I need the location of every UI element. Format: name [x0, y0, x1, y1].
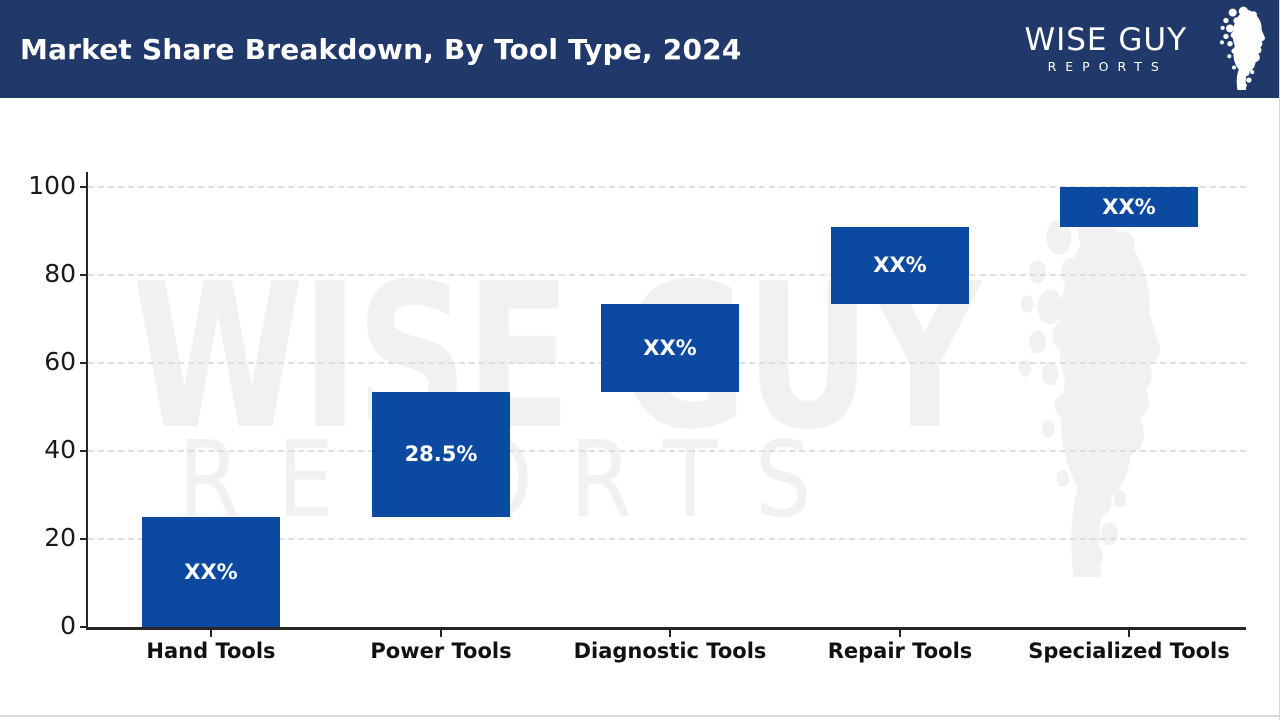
y-axis-tick-mark	[80, 538, 88, 540]
wise-guy-face-icon	[1219, 6, 1265, 91]
bar-value-label: XX%	[873, 253, 927, 278]
x-axis-tick-mark	[210, 629, 212, 637]
y-axis-tick-mark	[80, 626, 88, 628]
y-axis-tick-label: 40	[44, 435, 76, 464]
x-axis-category-label: Hand Tools	[146, 639, 276, 663]
x-axis-tick-mark	[440, 629, 442, 637]
bar-value-label: 28.5%	[404, 442, 478, 467]
x-axis-category-label: Specialized Tools	[1028, 639, 1230, 663]
bar-hand-tools: XX%	[142, 517, 280, 627]
logo-brand-name: WISE GUY	[1024, 21, 1187, 58]
y-axis-tick-mark	[80, 450, 88, 452]
bar-value-label: XX%	[1102, 194, 1156, 219]
bar-value-label: XX%	[643, 335, 697, 360]
bottom-divider	[0, 715, 1279, 717]
bar-power-tools: 28.5%	[372, 391, 510, 517]
y-axis-tick-label: 100	[28, 171, 76, 200]
x-axis-tick-mark	[1128, 629, 1130, 637]
x-axis-tick-mark	[669, 629, 671, 637]
y-axis-tick-label: 0	[60, 611, 76, 640]
header-bar: Market Share Breakdown, By Tool Type, 20…	[0, 0, 1279, 98]
logo-text: WISE GUY REPORTS	[1024, 21, 1187, 74]
y-axis-tick-label: 20	[44, 523, 76, 552]
x-axis	[86, 627, 1246, 630]
x-axis-category-label: Repair Tools	[827, 639, 973, 663]
x-axis-category-label: Diagnostic Tools	[573, 639, 767, 663]
watermark-face-icon	[1018, 210, 1160, 578]
gridline	[88, 450, 1246, 452]
y-axis-tick-mark	[80, 362, 88, 364]
y-axis-tick-label: 80	[44, 259, 76, 288]
gridline	[88, 274, 1246, 276]
page-title: Market Share Breakdown, By Tool Type, 20…	[20, 32, 742, 66]
x-axis-category-label: Power Tools	[370, 639, 512, 663]
bar-diagnostic-tools: XX%	[601, 303, 739, 392]
logo-brand-subtitle: REPORTS	[1047, 58, 1168, 74]
gridline	[88, 186, 1246, 188]
bar-value-label: XX%	[184, 560, 238, 584]
y-axis	[86, 172, 88, 629]
wise-guy-logo: WISE GUY REPORTS	[1024, 6, 1265, 92]
y-axis-tick-mark	[80, 186, 88, 188]
bar-repair-tools: XX%	[831, 226, 969, 304]
y-axis-tick-mark	[80, 274, 88, 276]
y-axis-tick-label: 60	[44, 347, 76, 376]
bar-specialized-tools: XX%	[1060, 187, 1198, 227]
x-axis-tick-mark	[899, 629, 901, 637]
gridline	[88, 538, 1246, 540]
